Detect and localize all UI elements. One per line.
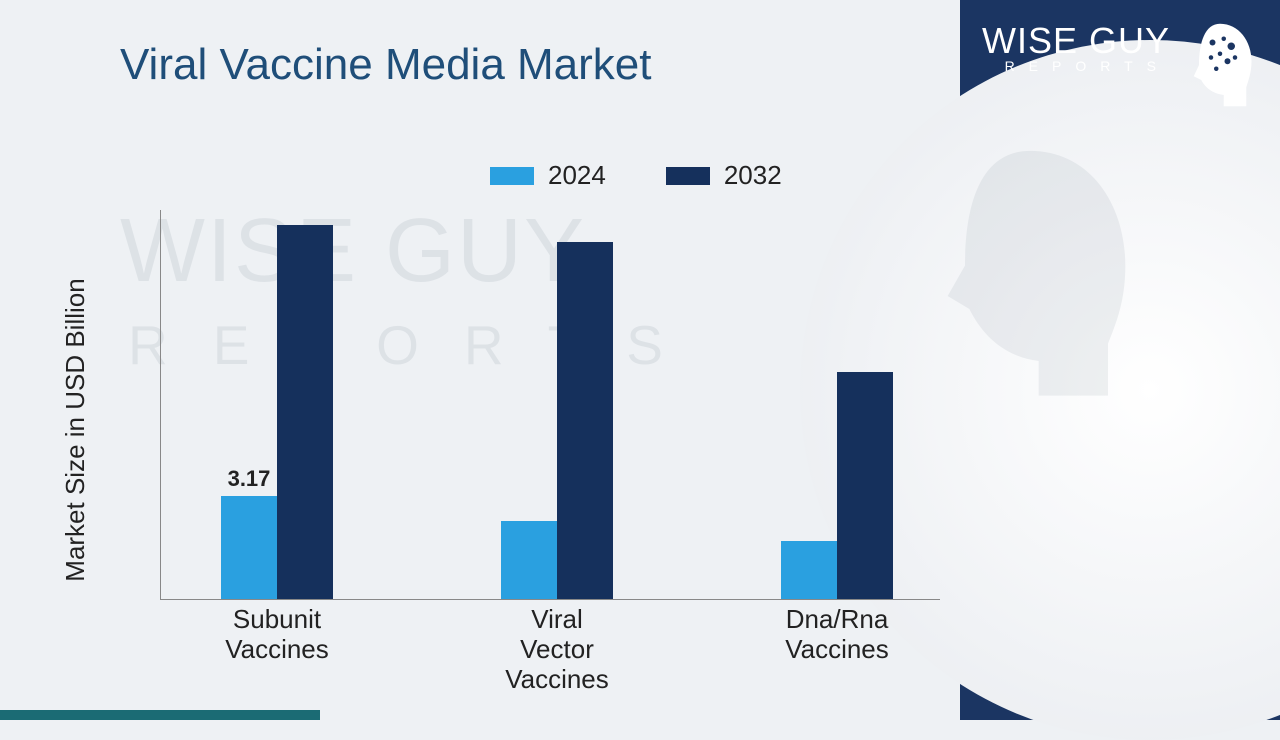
chart-area: Market Size in USD Billion 2024 2032 3.1… [60, 160, 940, 700]
bar-2032 [557, 242, 613, 600]
watermark-head-icon [920, 140, 1140, 400]
bar-2032 [277, 225, 333, 599]
logo-sub-text: REPORTS [982, 58, 1170, 74]
legend-swatch-2024 [490, 167, 534, 185]
bar-2032 [837, 372, 893, 600]
bar-2024 [221, 496, 277, 599]
accent-bar [0, 710, 320, 720]
legend-item-2032: 2032 [666, 160, 782, 191]
legend: 2024 2032 [490, 160, 782, 191]
legend-item-2024: 2024 [490, 160, 606, 191]
legend-label-2024: 2024 [548, 160, 606, 191]
bar-2024 [781, 541, 837, 600]
plot-area: 3.17SubunitVaccinesViralVectorVaccinesDn… [160, 210, 940, 600]
chart-title: Viral Vaccine Media Market [120, 40, 651, 90]
legend-label-2032: 2032 [724, 160, 782, 191]
y-axis-label: Market Size in USD Billion [60, 220, 91, 640]
logo-head-icon [1180, 20, 1260, 110]
legend-swatch-2032 [666, 167, 710, 185]
category-label: ViralVectorVaccines [457, 605, 657, 695]
bar-2024 [501, 521, 557, 599]
category-label: Dna/RnaVaccines [737, 605, 937, 665]
logo-main-text: WISE GUY [982, 20, 1170, 62]
category-label: SubunitVaccines [177, 605, 377, 665]
brand-logo: WISE GUY REPORTS [982, 20, 1170, 74]
